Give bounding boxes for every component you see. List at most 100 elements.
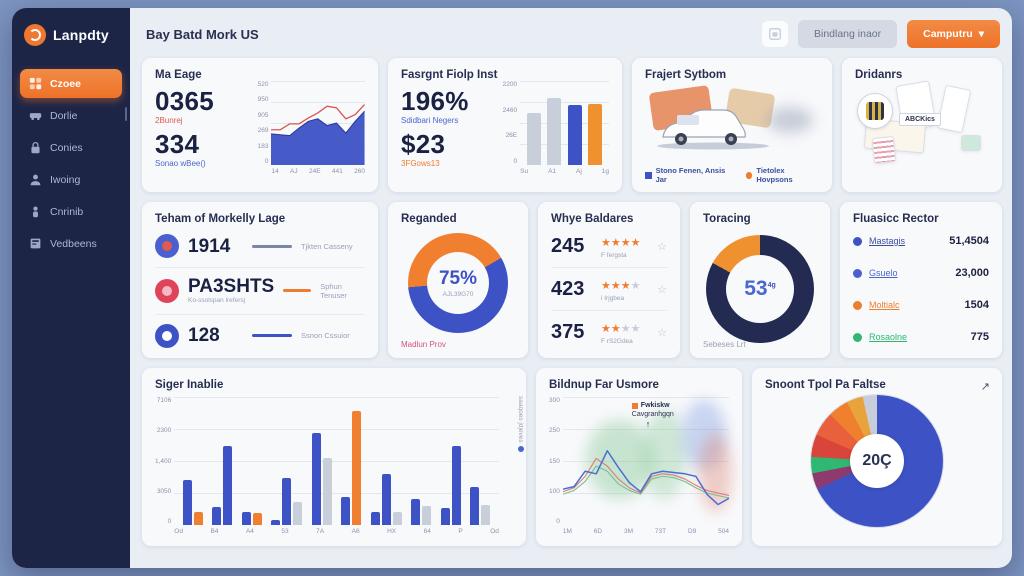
finance-row: Rosaolne 775 (853, 321, 989, 353)
bar (212, 507, 222, 525)
bar-group (370, 397, 402, 525)
axis-tick-label: P (458, 528, 463, 535)
axis-tick-label: 0 (167, 518, 172, 525)
star-outline-icon[interactable]: ☆ (657, 240, 667, 253)
sidebar-scrollbar[interactable] (125, 107, 127, 121)
axis-tick-label: Od (174, 528, 183, 535)
series-swatch (252, 334, 292, 337)
axis-tick-label: 1g (601, 168, 609, 175)
axis-tick-label: Aj (575, 168, 582, 175)
bar (282, 477, 292, 525)
axis-tick-label: Od (490, 528, 499, 535)
card-fluasicc: Fluasicc Rector Mastagis 51,4504 Gsuelo … (840, 202, 1002, 358)
grouped-bar-chart: 7106 2300 1,400 3050 0 Od B4 A4 53 7A A6 HX 64 P Od (155, 397, 513, 535)
calendar-icon[interactable] (761, 21, 788, 47)
axis-tick-label: 100 (549, 487, 560, 495)
dashboard-icon (29, 77, 42, 90)
dashboard-grid: Ma Eage 0365 2Bunrej 334 Sonao wBee() (142, 58, 1002, 558)
vehicle-illustration (645, 81, 819, 161)
series-label: Sphun Tenuser (320, 281, 347, 300)
vertical-legend: saaqoes jdjeves (517, 396, 524, 452)
axis-tick-label: 0 (513, 157, 518, 165)
sidebar-item-vedbeens[interactable]: Vedbeens (20, 229, 122, 258)
secondary-action-button[interactable]: Bindlang inaor (797, 20, 898, 48)
area-plot (271, 81, 365, 165)
kpi-row: 128 Ssnon Cssuior (155, 315, 365, 357)
sidebar-item-czoee[interactable]: Czoee (20, 69, 122, 98)
rating-value: 375 (551, 320, 585, 343)
chart-annotation: Fwkiskw Cavgranhgqn ↑ (631, 402, 674, 430)
finance-value: 775 (970, 331, 989, 343)
kpi-value: 1914 (188, 235, 231, 257)
orange-dot-icon (745, 171, 753, 179)
finance-link[interactable]: Moltialc (869, 300, 900, 310)
bar (322, 458, 332, 525)
bar (587, 103, 602, 165)
axis-tick-label: 905 (257, 111, 269, 119)
axis-tick-label: 260 (354, 168, 365, 175)
app-window: Lanpdty Czoee Dorlie Conies Iwoing (12, 8, 1012, 568)
card-whye: Whye Baldares 245 ★★★★ F fergsta ☆ 423 ★… (538, 202, 680, 358)
bars (520, 81, 609, 165)
series-label: Tjkten Casseny (301, 241, 353, 251)
sidebar-item-cnrinib[interactable]: Cnrinib (20, 197, 122, 226)
sidebar-item-label: Czoee (50, 77, 81, 90)
orange-chip-icon (631, 402, 638, 409)
sidebar-item-iwoing[interactable]: Iwoing (20, 165, 122, 194)
star-outline-icon[interactable]: ☆ (657, 283, 667, 296)
chart-footnote: Madlun Prov (401, 340, 446, 349)
axis-tick-label: 3M (623, 528, 633, 535)
chart-area: Su A1 Aj 1g (520, 81, 609, 175)
axis-tick-label: 1,400 (155, 457, 172, 465)
up-arrow-icon: ↑ (645, 419, 651, 430)
axis-tick-label: 269 (257, 127, 269, 135)
bar (271, 519, 281, 525)
badge-shape (857, 93, 893, 129)
blue-dot-icon (853, 236, 862, 246)
finance-link[interactable]: Gsuelo (869, 268, 898, 278)
x-axis-ticks: 14 AJ 24E 441 260 (271, 165, 365, 175)
blue-dot-icon (517, 445, 524, 452)
bar (470, 486, 480, 525)
bar (241, 512, 251, 525)
line-chart: 300 250 150 100 0 1M 6D 3M 73T D9 504 (549, 397, 733, 535)
kpi-subtext: Ko-ssolspan lrefersj (188, 297, 246, 304)
rating-row: 423 ★★★★ i Irjgbea ☆ (551, 268, 667, 311)
expand-icon[interactable]: ↗ (980, 381, 990, 393)
star-outline-icon[interactable]: ☆ (657, 326, 667, 339)
sidebar-item-conies[interactable]: Conies (20, 133, 122, 162)
card-title: Teham of Morkelly Lage (155, 213, 286, 225)
finance-link[interactable]: Mastagis (869, 236, 906, 246)
person-icon (29, 173, 42, 186)
stat-label: Sdidbari Negers (401, 115, 459, 125)
bar (194, 512, 204, 525)
finance-link[interactable]: Rosaolne (869, 332, 908, 342)
bar (567, 104, 582, 165)
primary-action-button[interactable]: Camputru ▾ (907, 20, 1000, 48)
series-swatch (252, 244, 292, 248)
bar (352, 411, 362, 525)
donut-center-value: 20Ç (862, 452, 892, 469)
smoke-shape (767, 107, 813, 133)
card-title: Whye Baldares (551, 213, 634, 225)
axis-tick-label: 2460 (502, 106, 518, 114)
app-logo: Lanpdty (24, 24, 120, 46)
sidebar-item-dorlie[interactable]: Dorlie (20, 101, 127, 130)
watercolor-blob (682, 399, 726, 470)
blue-dot-icon (853, 268, 862, 278)
axis-tick-label: 2300 (156, 427, 172, 435)
line-plot (562, 397, 733, 525)
chart-area: 1M 6D 3M 73T D9 504 (562, 397, 733, 535)
bar (481, 504, 491, 525)
bar-group (470, 397, 491, 525)
target-icon (155, 234, 179, 258)
axis-tick-label: D9 (687, 528, 697, 535)
rating-row: 245 ★★★★ F fergsta ☆ (551, 225, 667, 268)
car-icon (29, 109, 42, 122)
card-dridanrs: Dridanrs ABCKics (842, 58, 1002, 192)
y-axis-ticks: 2200 2460 26E 0 (503, 81, 520, 175)
donut-center-value: 534g (744, 277, 776, 300)
legend-item: Tietolex Hovpsons (745, 166, 819, 184)
rating-value: 423 (551, 277, 585, 300)
paper-shape (936, 84, 972, 134)
